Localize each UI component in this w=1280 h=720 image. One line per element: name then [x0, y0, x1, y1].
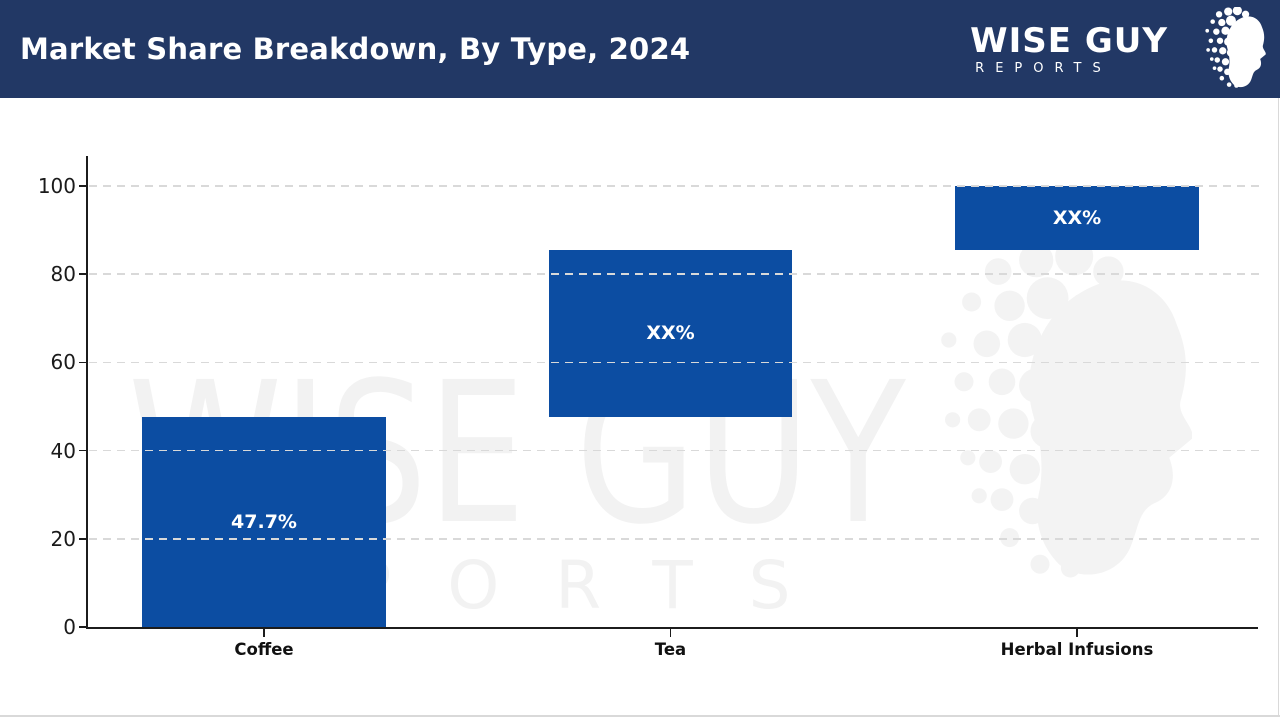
y-tick-40 — [79, 449, 87, 452]
x-axis-line — [85, 627, 1258, 630]
logo-wordmark: WISE GUY — [970, 20, 1168, 61]
y-tick-100 — [79, 185, 87, 187]
wiseguy-logo: WISE GUY REPORTS — [970, 7, 1266, 91]
bar-coffee — [142, 416, 386, 627]
bar-herbal-infusions — [955, 186, 1199, 250]
y-tick-0 — [79, 626, 87, 628]
chart-border-right — [1277, 98, 1279, 717]
gridline-80 — [89, 273, 1262, 276]
gridline-100 — [89, 185, 1262, 187]
chart-border-bottom — [0, 715, 1280, 717]
y-axis-line — [85, 156, 88, 630]
logo-head-icon — [1205, 7, 1266, 88]
gridline-60 — [89, 361, 1262, 364]
x-tick-herbal-infusions — [1076, 629, 1078, 637]
x-tick-coffee — [263, 629, 265, 637]
chart-canvas: WISE GUY REPORTS 0 20 40 60 80 100 47.7% XX% XX%… — [0, 98, 1280, 720]
gridline-40 — [89, 449, 1262, 452]
x-tick-tea — [669, 629, 672, 637]
watermark-head-icon — [941, 237, 1192, 578]
x-label-tea: Tea — [654, 640, 687, 659]
x-label-coffee: Coffee — [234, 640, 294, 659]
y-tick-label-60: 60 — [50, 350, 76, 375]
y-tick-label-100: 100 — [37, 174, 76, 198]
y-tick-20 — [79, 537, 87, 540]
bar-tea — [548, 249, 793, 417]
bar-label-coffee: 47.7% — [231, 510, 297, 533]
gridline-20 — [89, 538, 1262, 540]
chart-title: Market Share Breakdown, By Type, 2024 — [20, 32, 691, 66]
y-tick-label-20: 20 — [50, 526, 76, 551]
logo-subtext: REPORTS — [975, 60, 1112, 76]
y-tick-label-80: 80 — [50, 262, 76, 287]
header: Market Share Breakdown, By Type, 2024 WI… — [0, 0, 1280, 98]
bar-label-herbal-infusions: XX% — [1052, 206, 1102, 229]
logo-text: WISE GUY REPORTS — [970, 24, 1168, 75]
x-label-herbal-infusions: Herbal Infusions — [1000, 640, 1154, 659]
y-tick-60 — [79, 361, 87, 364]
y-tick-label-0: 0 — [63, 615, 76, 639]
y-tick-80 — [79, 273, 87, 276]
y-tick-label-40: 40 — [50, 438, 76, 463]
bar-label-tea: XX% — [646, 322, 695, 345]
